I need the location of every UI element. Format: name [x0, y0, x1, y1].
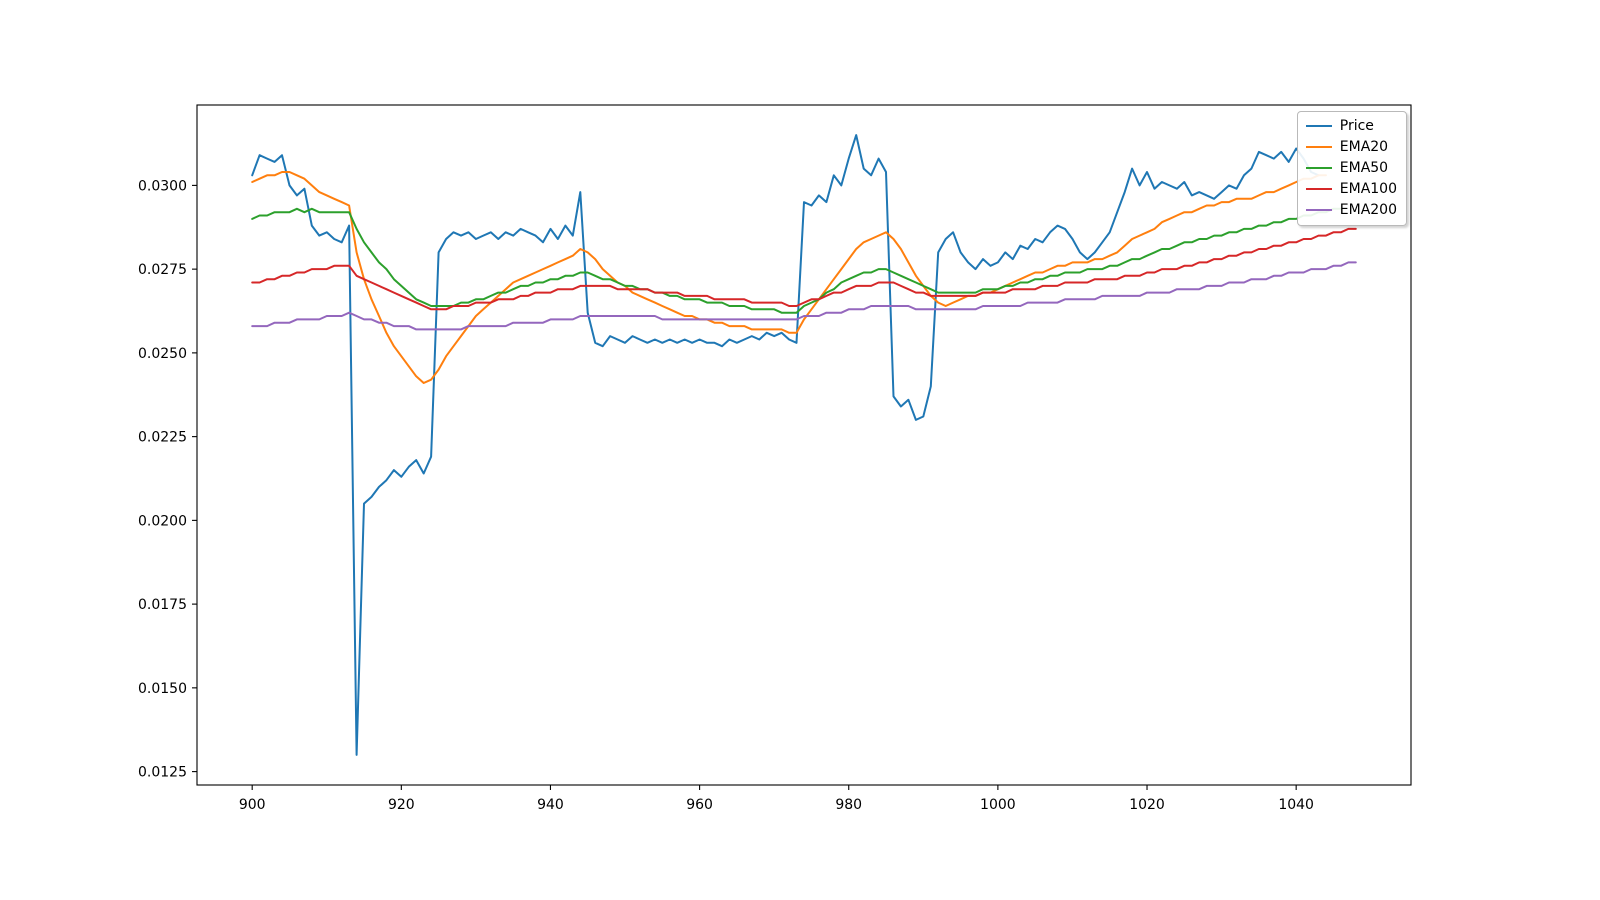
legend-label-ema20: EMA20 — [1339, 139, 1389, 155]
legend-label-price: Price — [1339, 118, 1374, 134]
y-tick-label: 0.0275 — [138, 262, 187, 278]
legend-entry-ema20: EMA20 — [1305, 139, 1397, 155]
ema50-line-swatch — [1305, 167, 1332, 169]
legend-label-ema50: EMA50 — [1339, 160, 1389, 176]
ema100-line-swatch — [1305, 188, 1332, 190]
y-tick-label: 0.0225 — [138, 430, 187, 446]
x-tick-label: 1000 — [980, 797, 1016, 813]
legend-entry-ema50: EMA50 — [1305, 160, 1397, 176]
y-tick-label: 0.0125 — [138, 765, 187, 781]
y-tick-label: 0.0250 — [138, 346, 187, 362]
series-line-ema200 — [251, 261, 1357, 331]
legend-label-ema200: EMA200 — [1339, 202, 1397, 218]
ema200-line-swatch — [1305, 209, 1332, 211]
x-tick-label: 1020 — [1129, 797, 1165, 813]
series-line-price — [251, 134, 1320, 756]
legend-entry-ema100: EMA100 — [1305, 181, 1397, 197]
x-tick-label: 900 — [239, 797, 266, 813]
x-tick-label: 940 — [537, 797, 564, 813]
x-tick-label: 920 — [388, 797, 415, 813]
legend-entry-price: Price — [1305, 118, 1397, 134]
legend: Price EMA20 EMA50 EMA100 EMA200 — [1296, 111, 1407, 226]
ema20-line-swatch — [1305, 146, 1332, 148]
series-line-ema100 — [251, 227, 1357, 311]
axes-frame — [196, 104, 1412, 786]
x-tick-label: 980 — [835, 797, 862, 813]
y-tick-label: 0.0200 — [138, 513, 187, 529]
y-tick-label: 0.0150 — [138, 681, 187, 697]
x-tick-label: 1040 — [1278, 797, 1314, 813]
price-line-swatch — [1305, 125, 1332, 127]
legend-label-ema100: EMA100 — [1339, 181, 1397, 197]
y-tick-label: 0.0175 — [138, 597, 187, 613]
series-line-ema20 — [251, 171, 1327, 384]
legend-entry-ema200: EMA200 — [1305, 202, 1397, 218]
x-tick-label: 960 — [686, 797, 713, 813]
series-line-ema50 — [251, 207, 1342, 314]
y-tick-label: 0.0300 — [138, 178, 187, 194]
